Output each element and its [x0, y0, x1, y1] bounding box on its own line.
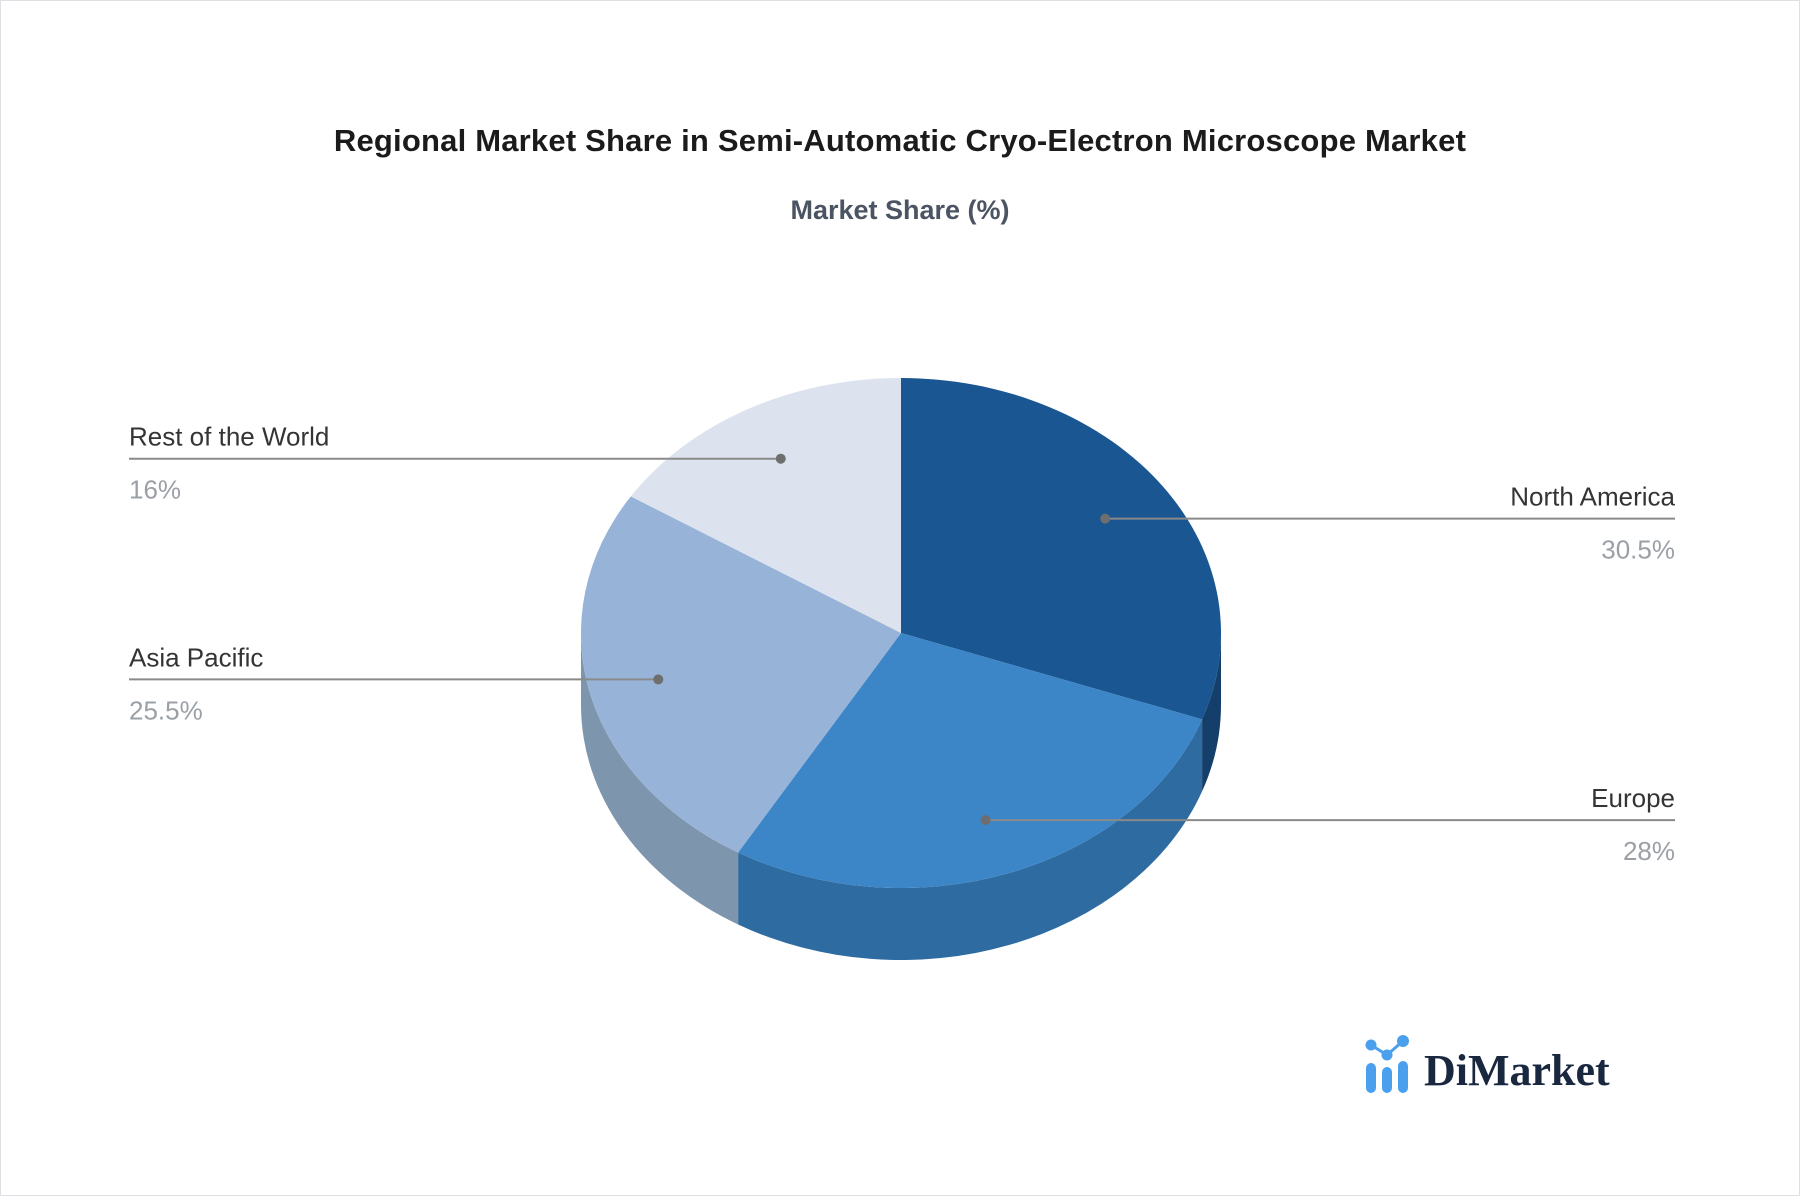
pie-slice-side-europe [738, 719, 1203, 961]
slice-label-rest-of-the-world: Rest of the World [129, 422, 329, 452]
leader-dot-rest-of-the-world [775, 453, 786, 464]
leader-dot-europe [980, 815, 991, 826]
slice-value-asia-pacific: 25.5% [129, 695, 203, 725]
slice-label-europe: Europe [1591, 783, 1675, 813]
slice-label-asia-pacific: Asia Pacific [129, 642, 263, 672]
leader-dot-north-america [1100, 513, 1111, 524]
leader-dot-asia-pacific [653, 674, 664, 685]
logo-text: DiMarket [1424, 1046, 1610, 1095]
pie-slice-side-north-america [1202, 633, 1221, 792]
pie-slice-asia-pacific[interactable] [580, 496, 901, 853]
slice-value-europe: 28% [1623, 836, 1675, 866]
pie-slice-north-america[interactable] [901, 378, 1221, 720]
pie-slice-side-asia-pacific [581, 633, 739, 925]
pie-slice-rest-of-the-world[interactable] [630, 378, 901, 633]
pie-slice-europe[interactable] [738, 633, 1203, 889]
slice-label-north-america: North America [1510, 482, 1675, 512]
bar-line-chart-logo-icon [1365, 1035, 1409, 1093]
dimarket-logo: DiMarket [1364, 1033, 1610, 1095]
chart-subtitle: Market Share (%) [790, 195, 1010, 225]
slice-value-north-america: 30.5% [1601, 535, 1675, 565]
chart-title: Regional Market Share in Semi-Automatic … [333, 123, 1467, 158]
slice-value-rest-of-the-world: 16% [129, 475, 181, 505]
